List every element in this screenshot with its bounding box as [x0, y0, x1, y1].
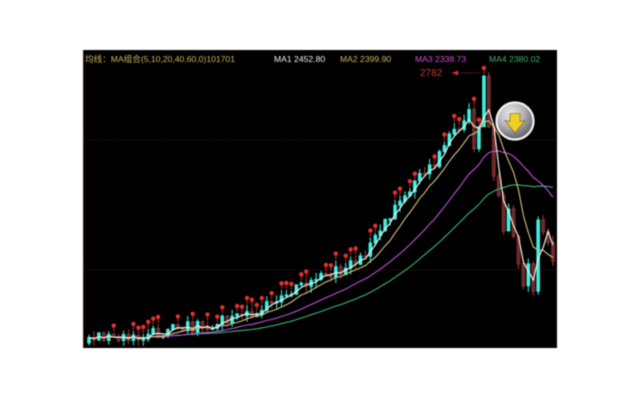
svg-text:2782: 2782: [420, 68, 443, 79]
